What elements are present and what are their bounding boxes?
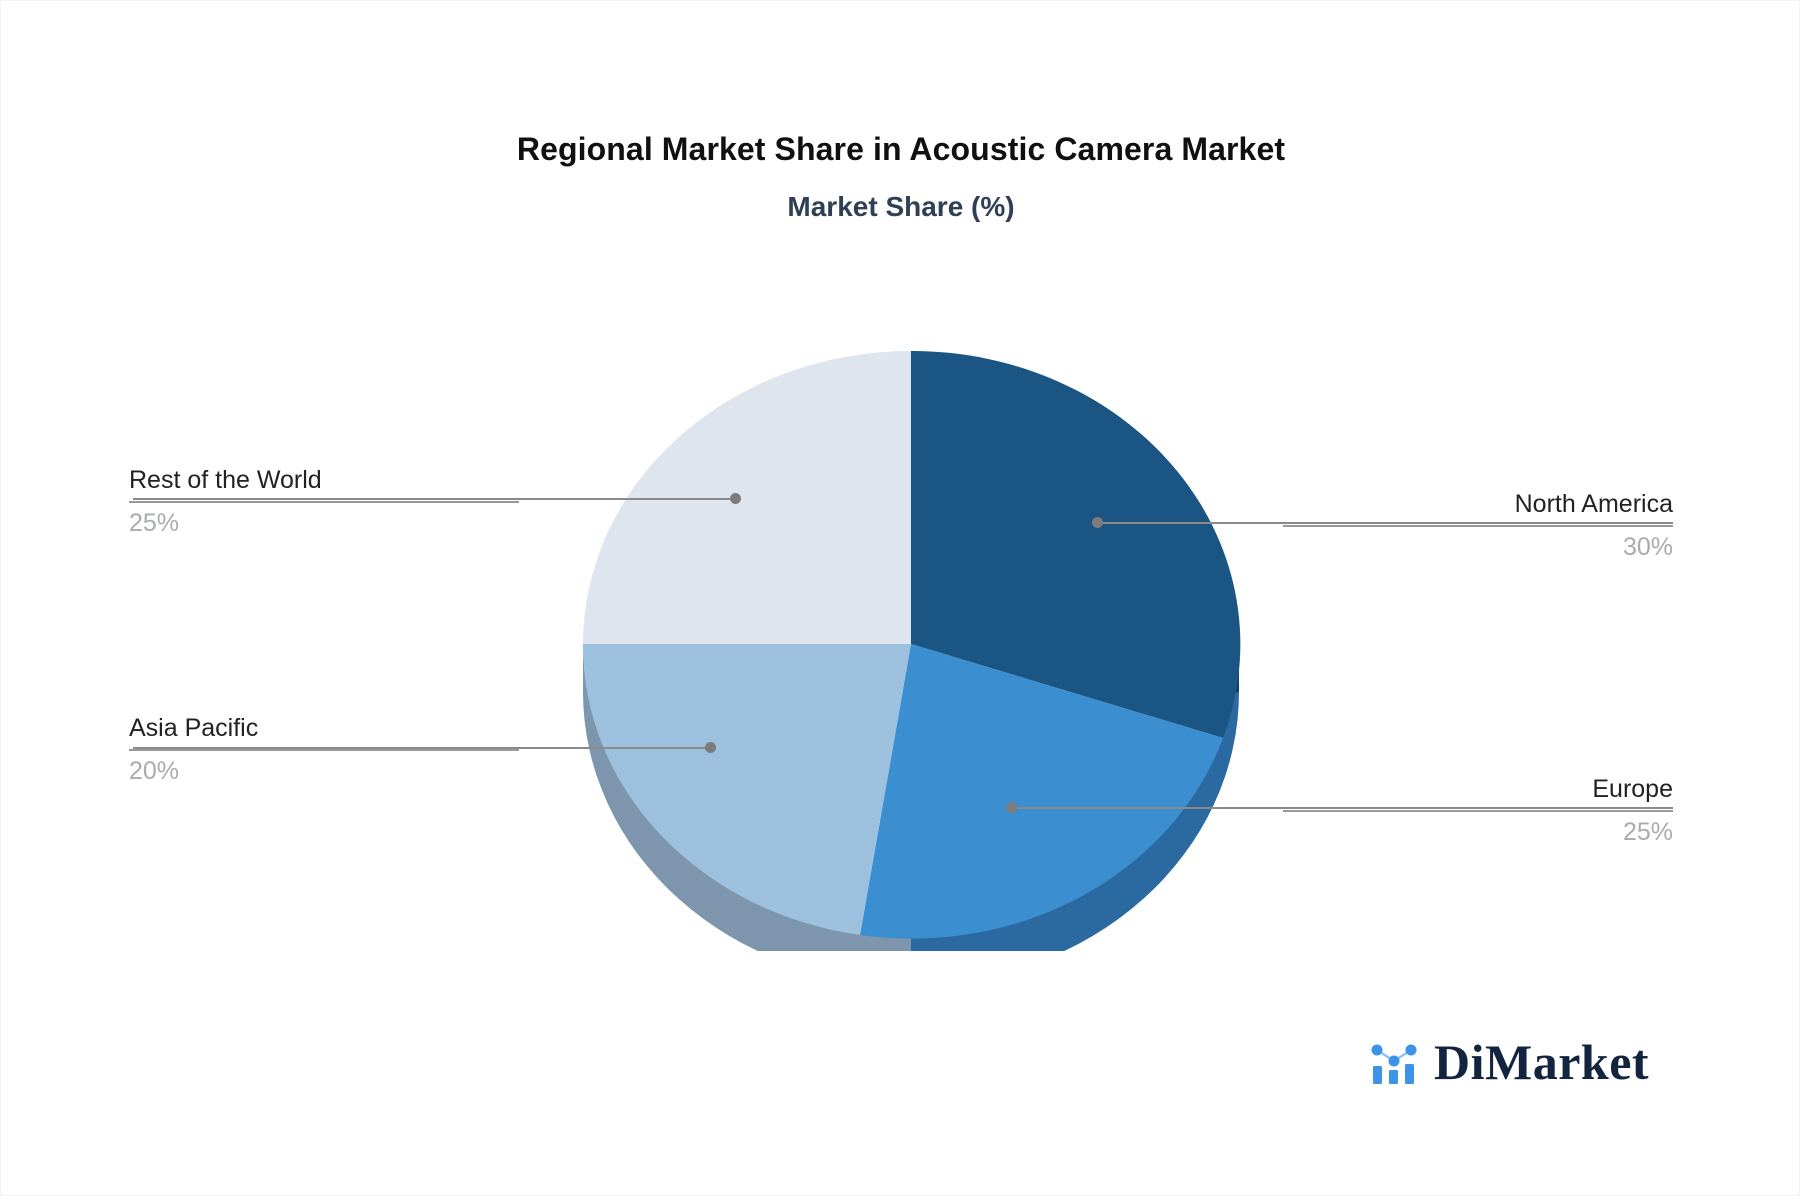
pie-slice-rest-of-the-world[interactable] [583,351,911,644]
leader-line-asia-pacific [133,747,711,749]
callout-north-america: North America 30% [1283,487,1673,563]
callout-europe: Europe 25% [1283,772,1673,848]
brand-name: DiMarket [1434,1034,1650,1090]
callout-rule-asia-pacific [129,749,519,751]
leader-line-north-america [1099,522,1673,524]
callout-value-north-america: 30% [1622,533,1673,561]
pie-slice-north-america[interactable] [911,351,1241,738]
pie-wall-asia-pacific [583,644,911,951]
brand-logo: DiMarket [1368,1036,1649,1088]
callout-asia-pacific: Asia Pacific 20% [129,711,519,787]
callout-label-north-america: North America [1514,490,1673,518]
callout-label-europe: Europe [1592,775,1673,803]
page-title: Regional Market Share in Acoustic Camera… [516,131,1286,167]
leader-dot-asia-pacific [705,742,716,753]
pie-slice-europe[interactable] [860,644,1223,939]
pie-chart-svg [582,351,1241,951]
callout-rule-europe [1283,810,1673,812]
pie-slice-asia-pacific[interactable] [582,644,911,935]
leader-line-europe [1013,807,1673,809]
callout-rule-rest-of-the-world [129,501,519,503]
leader-dot-north-america [1092,517,1103,528]
leader-line-rest-of-the-world [133,498,736,500]
leader-dot-rest-of-the-world [730,493,741,504]
pie-chart [561,351,1261,951]
chart-subtitle: Market Share (%) [787,191,1015,222]
callout-label-rest-of-the-world: Rest of the World [129,466,322,494]
callout-value-rest-of-the-world: 25% [129,509,180,537]
callout-label-asia-pacific: Asia Pacific [129,714,259,742]
pie-wall-europe [911,644,1239,951]
callout-value-asia-pacific: 20% [129,757,180,785]
bar-chart-logo-icon [1371,1044,1417,1084]
callout-rest-of-the-world: Rest of the World 25% [129,463,519,539]
callout-value-europe: 25% [1622,818,1673,846]
leader-dot-europe [1006,802,1017,813]
callout-rule-north-america [1283,525,1673,527]
